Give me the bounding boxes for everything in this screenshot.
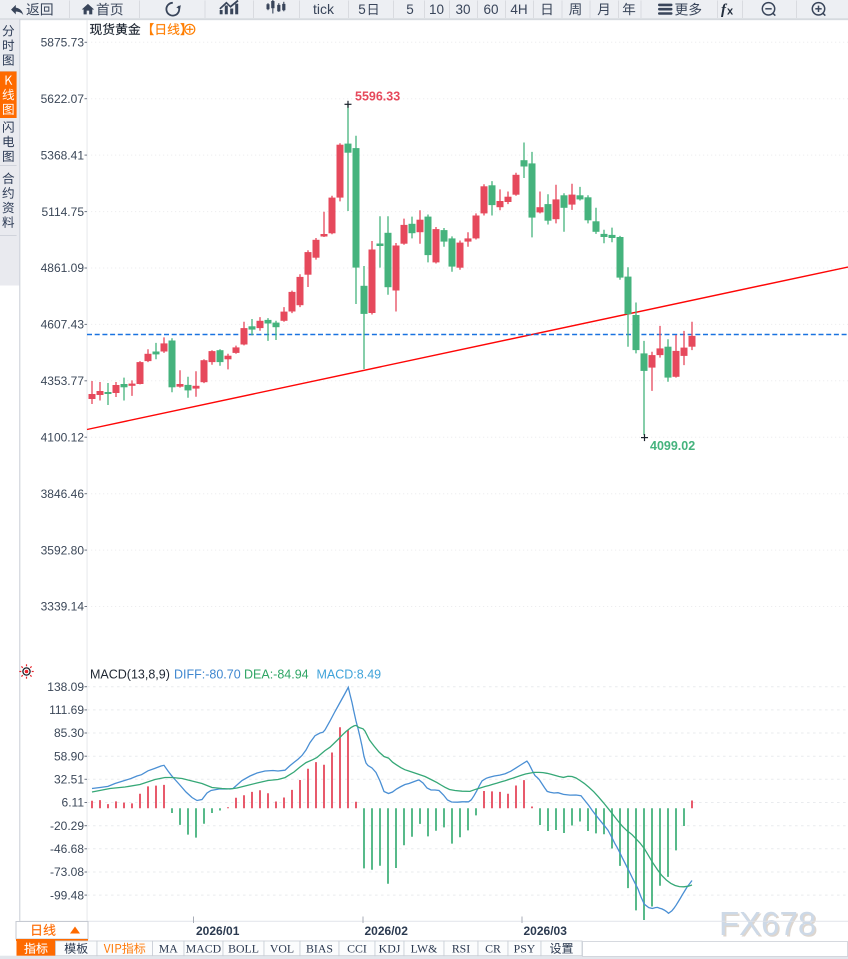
svg-text:CCI: CCI: [347, 941, 367, 955]
svg-text:-73.08: -73.08: [50, 865, 84, 879]
svg-text:tick: tick: [313, 1, 335, 17]
svg-text:-46.68: -46.68: [50, 842, 84, 856]
svg-text:5622.07: 5622.07: [41, 92, 85, 106]
svg-text:DIFF:-80.70: DIFF:-80.70: [174, 668, 241, 682]
svg-text:111.69: 111.69: [49, 703, 84, 717]
svg-text:-20.29: -20.29: [50, 819, 84, 833]
svg-text:5368.41: 5368.41: [41, 148, 85, 162]
svg-text:5114.75: 5114.75: [42, 205, 85, 219]
svg-text:4H: 4H: [510, 2, 527, 17]
svg-text:4353.77: 4353.77: [41, 374, 85, 388]
svg-text:2026/01: 2026/01: [196, 924, 240, 938]
svg-text:4099.02: 4099.02: [650, 439, 695, 453]
svg-text:x: x: [727, 6, 734, 18]
svg-text:5596.33: 5596.33: [355, 90, 400, 104]
svg-text:5: 5: [406, 2, 414, 17]
svg-text:32.51: 32.51: [54, 773, 84, 787]
svg-text:DEA:-84.94: DEA:-84.94: [244, 668, 309, 682]
svg-text:MACD: MACD: [186, 941, 222, 955]
svg-text:-99.48: -99.48: [50, 888, 84, 902]
svg-text:5875.73: 5875.73: [41, 36, 85, 50]
svg-text:MA: MA: [159, 941, 178, 955]
svg-text:60: 60: [483, 2, 498, 17]
svg-text:4100.12: 4100.12: [41, 430, 85, 444]
svg-text:3592.80: 3592.80: [41, 543, 85, 557]
svg-text:KDJ: KDJ: [379, 941, 401, 955]
svg-text:BOLL: BOLL: [228, 941, 259, 955]
svg-text:3339.14: 3339.14: [41, 600, 85, 614]
svg-text:4607.43: 4607.43: [41, 318, 85, 332]
svg-text:FX678: FX678: [721, 907, 818, 944]
svg-text:MACD:8.49: MACD:8.49: [317, 668, 382, 682]
svg-text:2026/03: 2026/03: [524, 924, 568, 938]
svg-text:2026/02: 2026/02: [365, 924, 409, 938]
svg-text:10: 10: [429, 2, 444, 17]
svg-text:6.11: 6.11: [62, 796, 85, 810]
svg-text:85.30: 85.30: [54, 726, 84, 740]
svg-text:30: 30: [455, 2, 470, 17]
svg-text:LW&: LW&: [411, 941, 438, 955]
svg-text:4861.09: 4861.09: [41, 261, 85, 275]
svg-text:MACD(13,8,9): MACD(13,8,9): [90, 668, 170, 682]
svg-text:f: f: [721, 2, 728, 18]
svg-text:58.90: 58.90: [54, 749, 84, 763]
svg-text:3846.46: 3846.46: [41, 487, 85, 501]
svg-text:FX678: FX678: [719, 905, 816, 942]
svg-text:BIAS: BIAS: [306, 941, 333, 955]
svg-text:CR: CR: [485, 941, 501, 955]
svg-text:5: 5: [358, 2, 366, 17]
svg-text:138.09: 138.09: [47, 680, 84, 694]
svg-text:RSI: RSI: [452, 941, 470, 955]
svg-text:PSY: PSY: [514, 941, 536, 955]
svg-text:VOL: VOL: [270, 941, 294, 955]
